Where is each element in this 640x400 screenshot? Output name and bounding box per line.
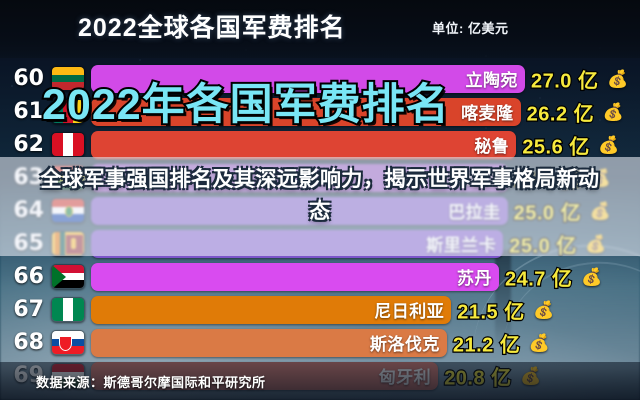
value-label: 26.2 亿 (525, 102, 595, 126)
value-label: 24.7 亿 (504, 267, 573, 291)
value-bar[interactable]: 斯洛伐克 (91, 328, 447, 357)
country-flag-icon (51, 330, 85, 355)
table-row[interactable]: 61 喀麦隆 26.2 亿 💰 (0, 95, 640, 128)
background-pillar (495, 250, 511, 345)
bar-track: 立陶宛 27.0 亿 💰 (91, 64, 640, 93)
value-bar[interactable]: 立陶宛 (91, 64, 525, 93)
value-label: 27.0 亿 (530, 69, 599, 93)
table-row[interactable]: 68 斯洛伐克 21.2 亿 💰 (0, 326, 640, 359)
country-label: 立陶宛 (465, 71, 518, 90)
country-label: 尼日利亚 (374, 302, 445, 321)
unit-label: 单位: 亿美元 (432, 21, 509, 36)
money-bag-icon: 💰 (602, 102, 624, 121)
table-row[interactable]: 66 苏丹 24.7 亿 💰 (0, 260, 640, 293)
table-row[interactable]: 62 秘鲁 25.6 亿 💰 (0, 128, 640, 161)
rank-number: 62 (13, 131, 44, 157)
data-source-label: 数据来源：斯德哥尔摩国际和平研究所 (36, 375, 266, 390)
money-bag-icon: 💰 (607, 69, 629, 88)
value-bar[interactable]: 秘鲁 (91, 130, 517, 159)
table-row[interactable]: 67 尼日利亚 21.5 亿 💰 (0, 293, 640, 326)
bar-track: 苏丹 24.7 亿 💰 (91, 262, 640, 291)
money-bag-icon: 💰 (528, 333, 551, 352)
bar-track: 斯洛伐克 21.2 亿 💰 (91, 328, 640, 357)
chart-footer: 数据来源：斯德哥尔摩国际和平研究所 (0, 362, 640, 400)
value-bar[interactable]: 尼日利亚 (91, 295, 452, 324)
overlay-caption-panel (0, 157, 640, 256)
overlay-caption-text: 全球军事强国排名及其深远影响力，揭示世界军事格局新动态 (40, 168, 600, 223)
country-label: 喀麦隆 (461, 104, 514, 123)
rank-number: 68 (13, 329, 44, 355)
rank-number: 67 (13, 296, 44, 322)
bar-track: 秘鲁 25.6 亿 💰 (91, 130, 640, 159)
value-label: 21.2 亿 (452, 333, 521, 357)
money-bag-icon: 💰 (580, 267, 603, 286)
bar-track: 喀麦隆 26.2 亿 💰 (91, 97, 640, 126)
country-flag-icon (51, 99, 85, 124)
rank-number: 60 (13, 65, 44, 91)
overlay-big-title: 2022年各国军费排名 (40, 79, 451, 131)
rank-number: 61 (13, 98, 44, 124)
money-bag-icon: 💰 (533, 300, 555, 319)
country-flag-icon (51, 132, 85, 157)
money-bag-icon: 💰 (598, 135, 620, 154)
country-flag-icon (51, 297, 85, 322)
page-title: 2022全球各国军费排名 (78, 14, 346, 42)
value-label: 21.5 亿 (456, 300, 525, 324)
rank-number: 66 (13, 263, 44, 289)
value-bar[interactable]: 喀麦隆 (91, 97, 521, 126)
chart-header: 2022全球各国军费排名 单位: 亿美元 (0, 0, 640, 58)
value-label: 25.6 亿 (521, 135, 590, 159)
country-flag-icon (51, 66, 85, 91)
bar-track: 尼日利亚 21.5 亿 💰 (91, 295, 640, 324)
value-bar[interactable]: 苏丹 (91, 262, 499, 291)
country-flag-icon (51, 264, 85, 289)
country-label: 斯洛伐克 (369, 335, 440, 354)
country-label: 秘鲁 (474, 137, 510, 156)
country-label: 苏丹 (456, 269, 492, 288)
table-row[interactable]: 60 立陶宛 27.0 亿 💰 (0, 62, 640, 95)
